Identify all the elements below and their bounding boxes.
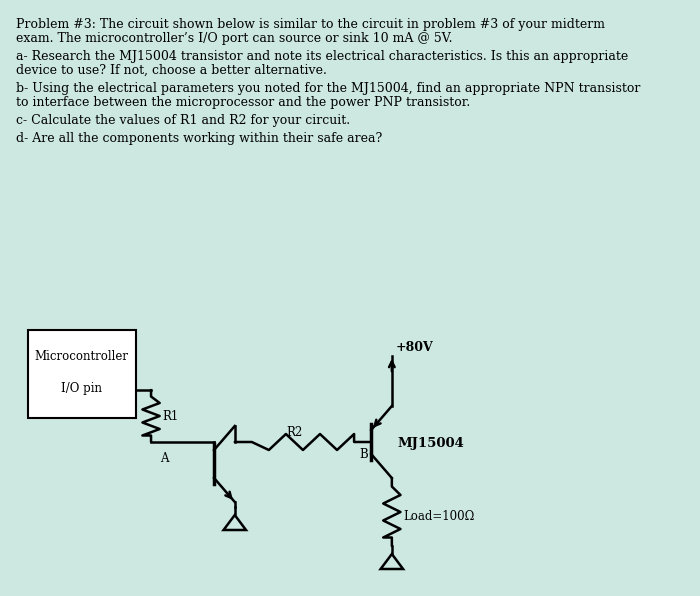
Text: Problem #3: The circuit shown below is similar to the circuit in problem #3 of y: Problem #3: The circuit shown below is s… (15, 18, 605, 31)
Text: I/O pin: I/O pin (61, 382, 102, 395)
FancyBboxPatch shape (27, 330, 136, 418)
Text: d- Are all the components working within their safe area?: d- Are all the components working within… (15, 132, 382, 145)
Text: +80V: +80V (395, 341, 433, 354)
Text: c- Calculate the values of R1 and R2 for your circuit.: c- Calculate the values of R1 and R2 for… (15, 114, 350, 127)
Text: Microcontroller: Microcontroller (34, 350, 129, 363)
Text: B: B (359, 448, 368, 461)
Text: R1: R1 (162, 409, 178, 423)
Text: device to use? If not, choose a better alternative.: device to use? If not, choose a better a… (15, 64, 326, 77)
Text: R2: R2 (286, 426, 302, 439)
Text: Load=100Ω: Load=100Ω (403, 511, 475, 523)
Text: A: A (160, 452, 168, 465)
Text: MJ15004: MJ15004 (397, 437, 464, 451)
Text: a- Research the MJ15004 transistor and note its electrical characteristics. Is t: a- Research the MJ15004 transistor and n… (15, 50, 628, 63)
Text: exam. The microcontroller’s I/O port can source or sink 10 mA @ 5V.: exam. The microcontroller’s I/O port can… (15, 32, 452, 45)
Text: to interface between the microprocessor and the power PNP transistor.: to interface between the microprocessor … (15, 96, 470, 109)
Text: b- Using the electrical parameters you noted for the MJ15004, find an appropriat: b- Using the electrical parameters you n… (15, 82, 640, 95)
